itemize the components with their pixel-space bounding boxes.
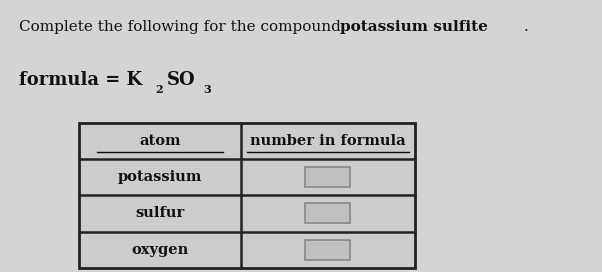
- Bar: [79, 123, 415, 268]
- Text: number in formula: number in formula: [250, 134, 406, 148]
- Text: atom: atom: [140, 134, 181, 148]
- Text: formula = K: formula = K: [19, 71, 143, 89]
- Text: .: .: [524, 20, 529, 34]
- Text: sulfur: sulfur: [135, 206, 185, 220]
- Text: SO: SO: [167, 71, 196, 89]
- Text: potassium sulfite: potassium sulfite: [340, 20, 488, 34]
- Text: Complete the following for the compound: Complete the following for the compound: [19, 20, 346, 34]
- Bar: [305, 167, 350, 187]
- Text: oxygen: oxygen: [132, 243, 189, 257]
- Bar: [305, 203, 350, 223]
- Text: 3: 3: [203, 84, 211, 94]
- Text: 2: 2: [155, 84, 163, 94]
- Text: potassium: potassium: [118, 170, 202, 184]
- Bar: [305, 240, 350, 260]
